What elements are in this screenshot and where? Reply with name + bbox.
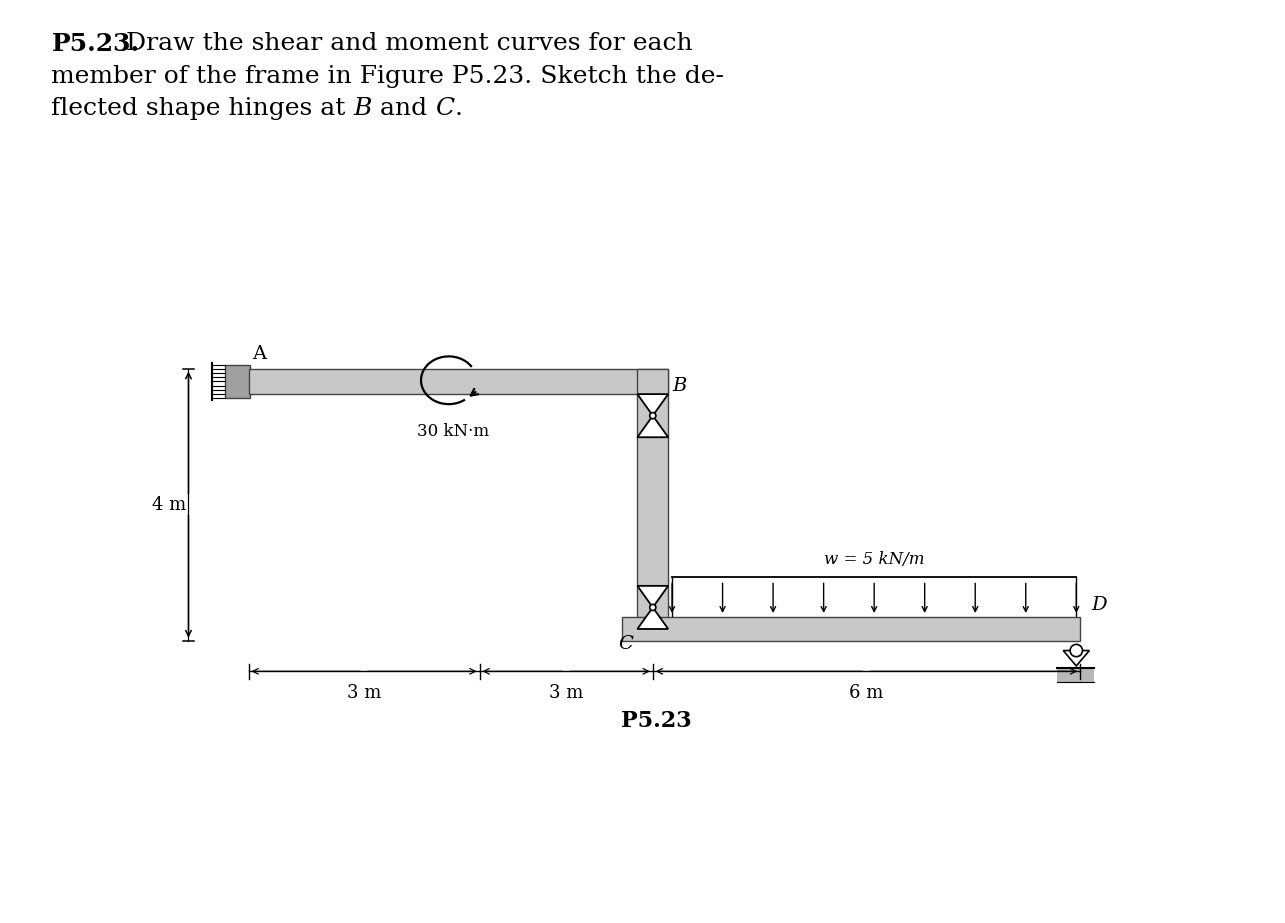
Text: Draw the shear and moment curves for each: Draw the shear and moment curves for eac… (118, 32, 693, 55)
Bar (248, 368, 668, 394)
Text: member of the frame in Figure P5.23. Sketch the de-: member of the frame in Figure P5.23. Ske… (51, 65, 725, 88)
Circle shape (650, 413, 655, 419)
Bar (637, 368, 668, 629)
Circle shape (1070, 644, 1082, 656)
Text: 30 kN·m: 30 kN·m (416, 423, 488, 439)
Text: P5.23.: P5.23. (51, 32, 140, 56)
Circle shape (650, 605, 655, 610)
Text: C: C (436, 97, 455, 120)
Text: and: and (373, 97, 436, 120)
Text: .: . (455, 97, 463, 120)
Text: 4 m: 4 m (152, 496, 186, 513)
Text: D: D (1092, 595, 1108, 614)
Text: P5.23: P5.23 (622, 711, 691, 732)
Text: flected shape hinges at: flected shape hinges at (51, 97, 353, 120)
Text: A: A (252, 345, 266, 364)
Polygon shape (637, 607, 668, 629)
Polygon shape (637, 415, 668, 438)
Text: B: B (353, 97, 373, 120)
Text: B: B (672, 378, 686, 395)
Text: 6 m: 6 m (849, 685, 884, 702)
Text: C: C (618, 635, 634, 653)
Text: 3 m: 3 m (347, 685, 382, 702)
Polygon shape (1063, 651, 1090, 665)
Bar (225, 365, 251, 398)
Bar (1058, 668, 1094, 682)
Text: 3 m: 3 m (549, 685, 583, 702)
Polygon shape (637, 394, 668, 415)
Text: w = 5 kN/m: w = 5 kN/m (824, 551, 924, 569)
Polygon shape (637, 586, 668, 607)
Bar (622, 617, 1081, 641)
